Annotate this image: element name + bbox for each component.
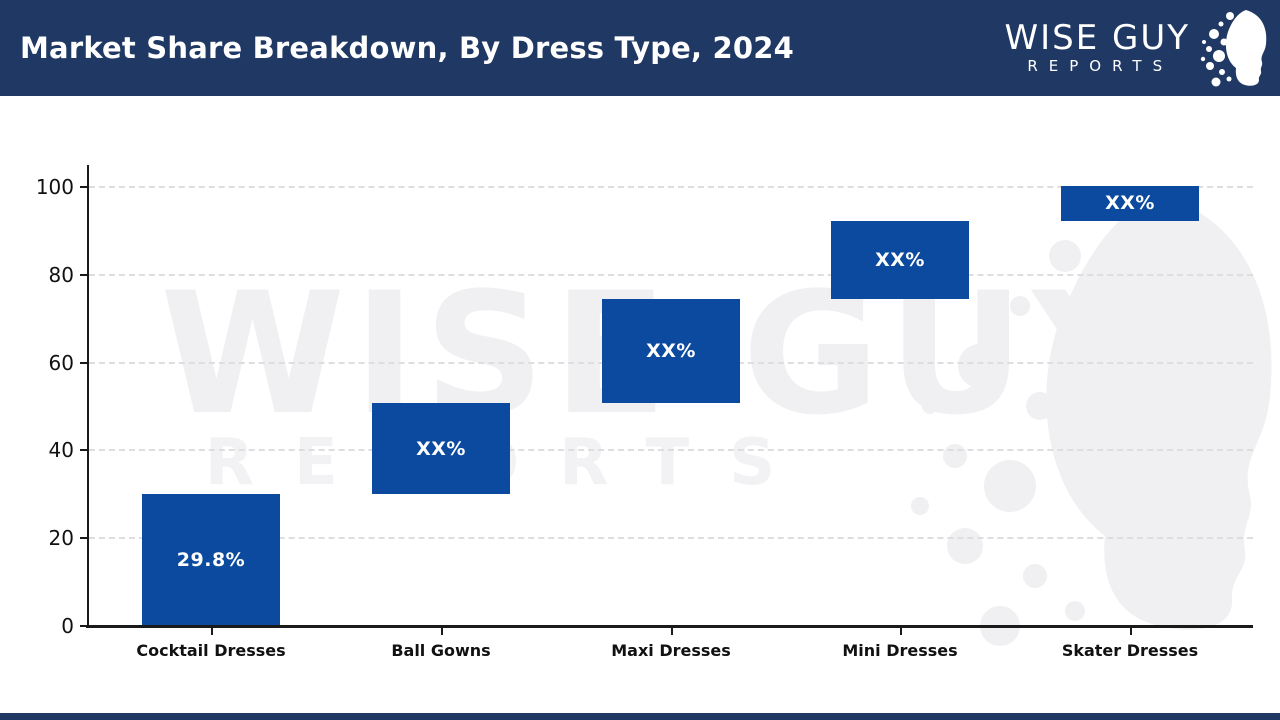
- brand-face-icon: [1200, 10, 1267, 87]
- y-axis-tick-label: 100: [35, 175, 74, 199]
- y-axis-tick-label: 80: [48, 262, 74, 287]
- y-axis-tick: [80, 625, 88, 627]
- x-axis-tick: [211, 628, 213, 635]
- x-axis-tick: [900, 628, 902, 635]
- gridline: [89, 449, 1253, 452]
- y-axis-tick: [80, 537, 88, 540]
- bar: XX%: [602, 298, 740, 403]
- watermark: WISE GUY REPORTS: [0, 96, 1280, 713]
- bar-value-label: XX%: [646, 339, 696, 362]
- y-axis-line: [87, 165, 89, 627]
- y-axis-tick: [80, 186, 88, 188]
- x-axis-line: [86, 625, 1253, 628]
- x-axis-tick: [1130, 628, 1132, 635]
- footer-bar: [0, 713, 1280, 720]
- y-axis-tick: [80, 361, 88, 364]
- brand-logo-text: WISE GUY REPORTS: [1004, 21, 1190, 75]
- x-axis-tick: [441, 628, 443, 635]
- page-title: Market Share Breakdown, By Dress Type, 2…: [20, 31, 795, 65]
- gridline: [89, 537, 1253, 540]
- y-axis-tick-label: 60: [48, 350, 74, 375]
- y-axis-tick-label: 40: [48, 438, 74, 463]
- x-axis-category-label: Skater Dresses: [1061, 641, 1199, 660]
- y-axis-tick: [80, 273, 88, 276]
- bar: XX%: [372, 402, 510, 495]
- x-axis-category-label: Mini Dresses: [842, 641, 958, 660]
- gridline: [89, 273, 1253, 276]
- bar-value-label: 29.8%: [176, 548, 246, 571]
- bar-value-label: XX%: [875, 248, 925, 271]
- bar: XX%: [1061, 186, 1199, 221]
- brand-subname: REPORTS: [1027, 57, 1174, 75]
- y-axis-tick-label: 0: [61, 614, 74, 638]
- y-axis-tick-label: 20: [48, 526, 74, 551]
- bar: 29.8%: [142, 494, 280, 625]
- bar-value-label: XX%: [1105, 192, 1155, 215]
- brand-logo: WISE GUY REPORTS: [1004, 4, 1272, 92]
- x-axis-tick: [671, 628, 673, 635]
- y-axis-tick: [80, 449, 88, 452]
- bar-value-label: XX%: [416, 437, 466, 460]
- brand-name: WISE GUY: [1004, 18, 1190, 58]
- header: Market Share Breakdown, By Dress Type, 2…: [0, 0, 1280, 96]
- x-axis-category-label: Cocktail Dresses: [136, 641, 286, 660]
- watermark-face-icon: [911, 196, 1272, 646]
- x-axis-category-label: Ball Gowns: [391, 641, 491, 660]
- x-axis-category-label: Maxi Dresses: [611, 641, 731, 660]
- bar: XX%: [831, 220, 969, 299]
- gridline: [89, 186, 1253, 188]
